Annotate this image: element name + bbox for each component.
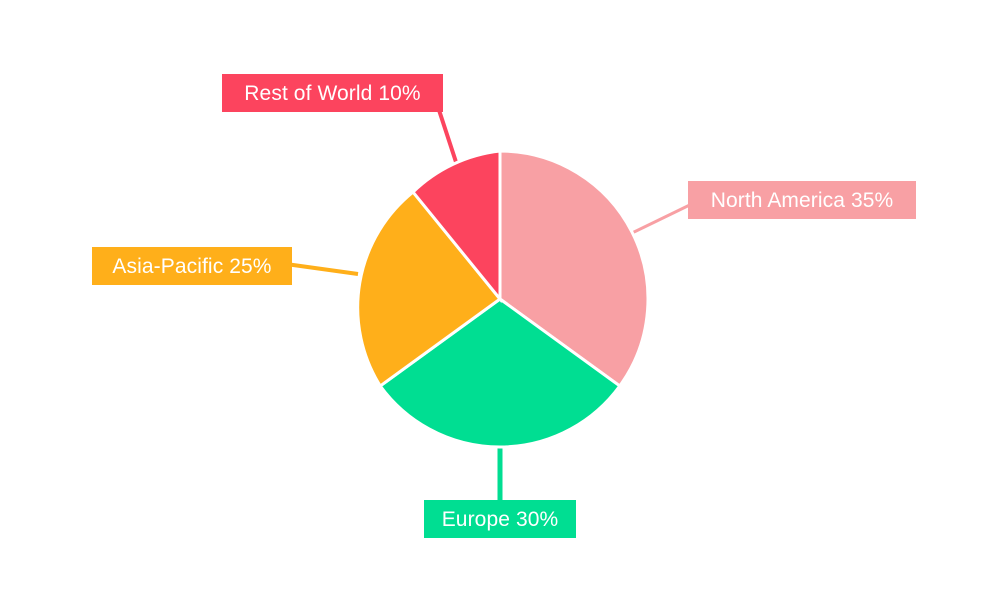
slice-label-north-america: North America 35% — [710, 188, 894, 212]
label-box-north-america — [688, 181, 916, 219]
label-boxes — [92, 74, 916, 538]
slice-label-rest-of-world: Rest of World 10% — [244, 81, 421, 105]
label-box-asia-pacific — [92, 247, 292, 285]
leader-line-rest-of-world — [435, 103, 458, 163]
leader-line-asia-pacific — [285, 262, 359, 276]
pie-slices — [356, 149, 650, 449]
slice-label-europe: Europe 30% — [441, 507, 559, 531]
slice-label-asia-pacific: Asia-Pacific 25% — [112, 254, 272, 278]
pie-slice-europe[interactable] — [378, 297, 622, 449]
pie-slice-north-america[interactable] — [498, 149, 650, 389]
label-box-europe — [424, 500, 576, 538]
pie-slice-asia-pacific[interactable] — [356, 189, 503, 389]
pie-slice-rest-of-world[interactable] — [411, 149, 502, 304]
label-box-rest-of-world — [222, 74, 443, 112]
